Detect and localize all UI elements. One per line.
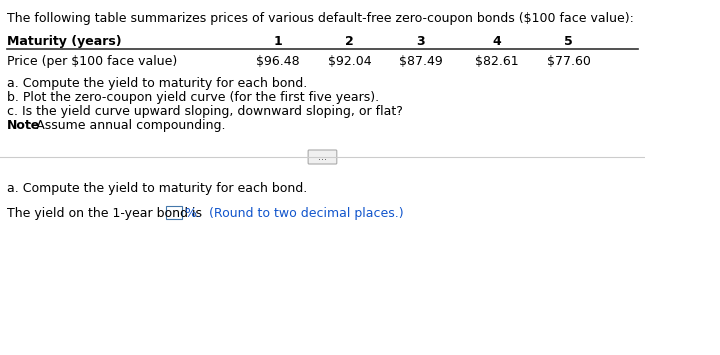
Text: %.  (Round to two decimal places.): %. (Round to two decimal places.) bbox=[184, 207, 403, 220]
Text: 3: 3 bbox=[417, 35, 426, 48]
Text: Maturity (years): Maturity (years) bbox=[7, 35, 122, 48]
Text: The yield on the 1-year bond is: The yield on the 1-year bond is bbox=[7, 207, 206, 220]
Text: $96.48: $96.48 bbox=[256, 55, 300, 68]
Text: 5: 5 bbox=[564, 35, 573, 48]
Text: 2: 2 bbox=[345, 35, 354, 48]
Text: 4: 4 bbox=[492, 35, 502, 48]
Text: b. Plot the zero-coupon yield curve (for the first five years).: b. Plot the zero-coupon yield curve (for… bbox=[7, 91, 379, 104]
Text: Note: Note bbox=[7, 119, 40, 132]
Text: $82.61: $82.61 bbox=[475, 55, 519, 68]
Text: $77.60: $77.60 bbox=[547, 55, 590, 68]
Text: $92.04: $92.04 bbox=[328, 55, 371, 68]
Text: The following table summarizes prices of various default-free zero-coupon bonds : The following table summarizes prices of… bbox=[7, 12, 634, 25]
FancyBboxPatch shape bbox=[308, 150, 337, 164]
Text: c. Is the yield curve upward sloping, downward sloping, or flat?: c. Is the yield curve upward sloping, do… bbox=[7, 105, 403, 118]
Text: : Assume annual compounding.: : Assume annual compounding. bbox=[28, 119, 225, 132]
Text: ...: ... bbox=[318, 152, 327, 162]
Text: a. Compute the yield to maturity for each bond.: a. Compute the yield to maturity for eac… bbox=[7, 77, 307, 90]
Text: a. Compute the yield to maturity for each bond.: a. Compute the yield to maturity for eac… bbox=[7, 182, 307, 195]
Text: $87.49: $87.49 bbox=[399, 55, 443, 68]
Text: 1: 1 bbox=[274, 35, 282, 48]
FancyBboxPatch shape bbox=[166, 206, 182, 218]
Text: Price (per $100 face value): Price (per $100 face value) bbox=[7, 55, 177, 68]
